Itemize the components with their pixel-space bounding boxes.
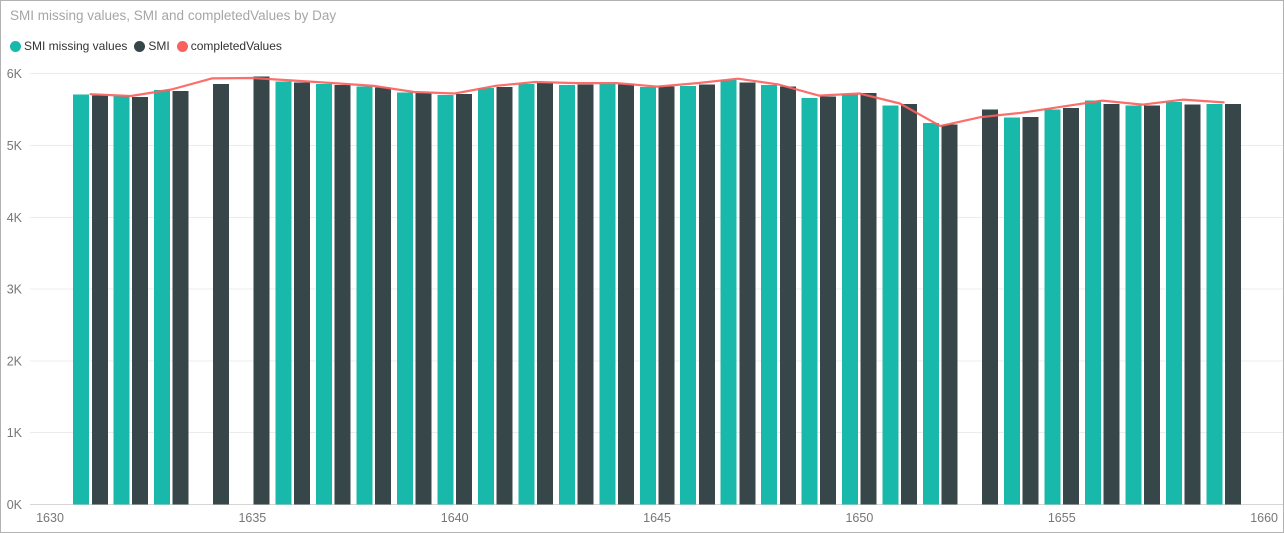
bar-smi-missing-values[interactable]	[356, 86, 373, 505]
bar-smi[interactable]	[901, 103, 918, 505]
circle-icon	[10, 41, 21, 52]
bar-smi-missing-values[interactable]	[599, 83, 616, 505]
x-axis-label: 1650	[845, 511, 873, 525]
y-axis-label: 5K	[7, 139, 23, 153]
line-completedvalues[interactable]	[89, 76, 1225, 128]
x-axis-label: 1655	[1048, 511, 1076, 525]
x-axis-label: 1660	[1250, 511, 1278, 525]
bar-smi-missing-values[interactable]	[842, 94, 859, 505]
bar-smi-missing-values[interactable]	[801, 98, 818, 505]
bar-smi[interactable]	[658, 86, 675, 505]
y-axis-label: 6K	[7, 67, 23, 81]
bar-smi[interactable]	[1063, 107, 1079, 505]
x-axis-label: 1645	[643, 511, 671, 525]
y-axis-label: 2K	[7, 354, 23, 368]
bar-smi-missing-values[interactable]	[1084, 100, 1101, 505]
bar-smi[interactable]	[941, 124, 958, 505]
bar-smi[interactable]	[577, 84, 594, 505]
circle-icon	[176, 41, 188, 52]
bar-smi[interactable]	[1022, 116, 1039, 505]
x-axis-label: 1630	[36, 511, 64, 525]
bar-smi-missing-values[interactable]	[761, 85, 778, 505]
bar-smi-missing-values[interactable]	[1125, 105, 1142, 505]
bar-smi[interactable]	[213, 83, 230, 505]
bar-smi-missing-values[interactable]	[316, 83, 332, 505]
bar-smi-missing-values[interactable]	[477, 88, 494, 505]
legend-item-smi-missing-values[interactable]: SMI missing values	[10, 40, 127, 53]
bar-smi-missing-values[interactable]	[1044, 109, 1061, 505]
bar-smi[interactable]	[536, 83, 553, 505]
bar-smi-missing-values[interactable]	[396, 92, 413, 505]
bar-smi[interactable]	[172, 90, 189, 505]
bar-smi-missing-values[interactable]	[437, 94, 454, 505]
bar-smi-missing-values[interactable]	[1206, 103, 1223, 505]
bar-smi[interactable]	[253, 76, 270, 505]
y-axis-label: 0K	[7, 498, 23, 512]
bar-smi-missing-values[interactable]	[1165, 102, 1182, 505]
bar-smi[interactable]	[496, 87, 513, 505]
bar-smi[interactable]	[456, 93, 472, 505]
bar-smi[interactable]	[294, 82, 311, 505]
bar-smi-missing-values[interactable]	[275, 81, 292, 505]
y-axis-label: 3K	[7, 283, 23, 297]
bar-smi-missing-values[interactable]	[1004, 117, 1020, 505]
chart-title: SMI missing values, SMI and completedVal…	[10, 8, 337, 23]
circle-icon	[134, 41, 146, 52]
bar-smi-missing-values[interactable]	[882, 105, 899, 505]
bar-smi-missing-values[interactable]	[558, 84, 575, 505]
bar-smi[interactable]	[334, 84, 351, 505]
legend-label: SMI missing values	[24, 39, 128, 53]
bar-smi-missing-values[interactable]	[720, 80, 737, 505]
bar-smi[interactable]	[617, 84, 634, 505]
legend: SMI missing values SMI completedValues	[10, 40, 289, 53]
bar-smi[interactable]	[779, 86, 796, 505]
bar-smi-missing-values[interactable]	[154, 89, 171, 505]
bar-smi[interactable]	[982, 109, 999, 505]
bar-smi-missing-values[interactable]	[518, 83, 535, 505]
bar-smi[interactable]	[132, 97, 149, 505]
bar-smi-missing-values[interactable]	[73, 94, 90, 505]
bar-smi[interactable]	[739, 82, 756, 505]
bar-smi[interactable]	[415, 93, 432, 505]
y-axis-label: 1K	[7, 426, 23, 440]
bar-smi[interactable]	[1103, 103, 1120, 505]
bar-smi[interactable]	[1144, 105, 1160, 505]
bar-smi[interactable]	[698, 84, 715, 505]
bar-smi[interactable]	[375, 87, 392, 505]
legend-label: completedValues	[190, 39, 282, 53]
legend-item-completedvalues[interactable]: completedValues	[176, 39, 282, 53]
legend-label: SMI	[148, 39, 170, 53]
bar-smi[interactable]	[1224, 103, 1241, 505]
bar-smi[interactable]	[1184, 104, 1201, 505]
bar-smi-missing-values[interactable]	[113, 96, 130, 505]
bar-smi-missing-values[interactable]	[923, 123, 939, 505]
bar-smi[interactable]	[820, 96, 837, 505]
bar-smi[interactable]	[860, 93, 877, 505]
bar-smi-missing-values[interactable]	[639, 87, 656, 505]
bar-smi-missing-values[interactable]	[680, 85, 697, 505]
y-axis-label: 4K	[7, 211, 23, 225]
bar-smi[interactable]	[91, 95, 108, 505]
x-axis-label: 1635	[238, 511, 266, 525]
legend-item-smi[interactable]: SMI	[134, 39, 170, 53]
x-axis-label: 1640	[441, 511, 469, 525]
